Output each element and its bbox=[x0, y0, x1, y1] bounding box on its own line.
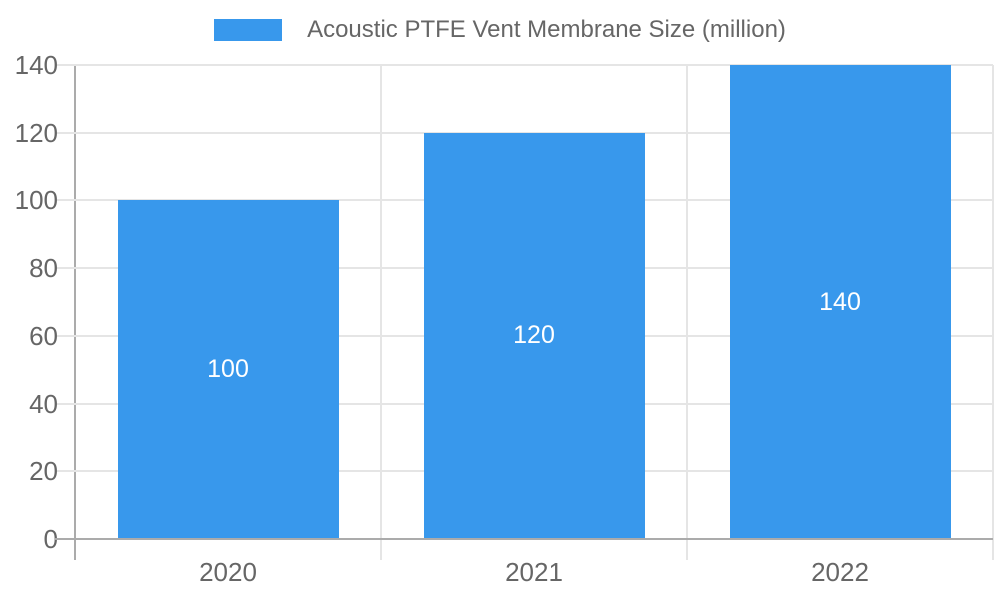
y-tick-label-60: 60 bbox=[29, 320, 58, 351]
bar-2020[interactable]: 100 bbox=[117, 200, 339, 539]
legend-item[interactable]: Acoustic PTFE Vent Membrane Size (millio… bbox=[0, 16, 1000, 44]
y-tick-label-40: 40 bbox=[29, 388, 58, 419]
y-tick-label-20: 20 bbox=[29, 456, 58, 487]
bar-2022[interactable]: 140 bbox=[729, 65, 951, 539]
x-axis-line bbox=[55, 538, 993, 540]
y-axis-line bbox=[74, 65, 76, 560]
bar-2021[interactable]: 120 bbox=[423, 132, 645, 539]
bar-value-label-2022: 140 bbox=[819, 287, 861, 316]
category-gridline bbox=[380, 65, 382, 560]
category-gridline bbox=[686, 65, 688, 560]
y-tick-label-100: 100 bbox=[14, 185, 58, 216]
x-tick-label-2020: 2020 bbox=[199, 557, 257, 587]
bar-value-label-2020: 100 bbox=[207, 355, 249, 384]
category-gridline bbox=[992, 65, 994, 560]
y-tick-label-140: 140 bbox=[14, 50, 58, 80]
y-tick-label-0: 0 bbox=[43, 524, 58, 554]
y-tick-label-120: 120 bbox=[14, 117, 58, 148]
bar-value-label-2021: 120 bbox=[513, 321, 555, 350]
legend-swatch bbox=[214, 19, 283, 41]
legend-label: Acoustic PTFE Vent Membrane Size (millio… bbox=[307, 16, 786, 43]
gridline bbox=[55, 64, 993, 66]
x-tick-label-2022: 2022 bbox=[811, 557, 869, 587]
y-tick-label-80: 80 bbox=[29, 253, 58, 284]
x-tick-label-2021: 2021 bbox=[505, 557, 563, 587]
